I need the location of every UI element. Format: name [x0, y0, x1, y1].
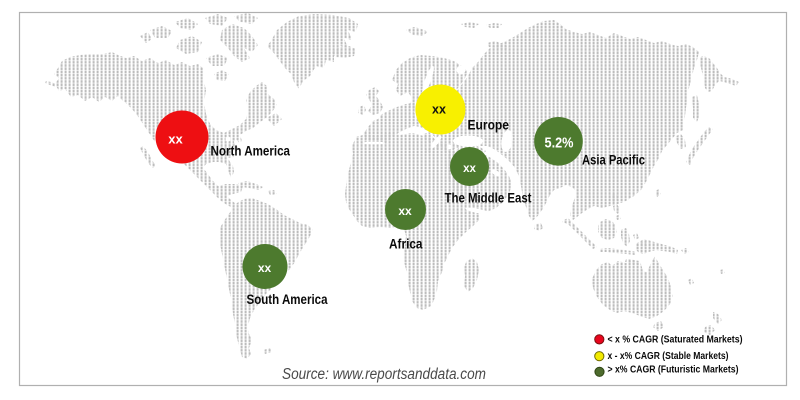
svg-text:5.2%: 5.2%: [545, 135, 574, 152]
svg-text:xx: xx: [432, 103, 446, 117]
svg-text:Asia Pacific: Asia Pacific: [582, 153, 645, 168]
svg-text:The Middle East: The Middle East: [445, 191, 532, 206]
svg-text:xx: xx: [168, 132, 183, 147]
svg-text:xx: xx: [258, 261, 272, 275]
svg-text:Europe: Europe: [468, 118, 510, 133]
svg-text:< x % CAGR (Saturated Markets): < x % CAGR (Saturated Markets): [608, 335, 743, 346]
svg-text:North America: North America: [211, 144, 291, 159]
svg-text:South America: South America: [247, 292, 328, 307]
svg-text:> x% CAGR (Futuristic Markets): > x% CAGR (Futuristic Markets): [608, 365, 739, 376]
svg-text:xx: xx: [398, 204, 412, 218]
svg-text:xx: xx: [463, 163, 476, 175]
svg-text:Africa: Africa: [389, 237, 423, 252]
svg-text:Source: www.reportsanddata.com: Source: www.reportsanddata.com: [282, 366, 486, 383]
svg-text:x - x% CAGR (Stable Markets): x - x% CAGR (Stable Markets): [608, 351, 729, 362]
